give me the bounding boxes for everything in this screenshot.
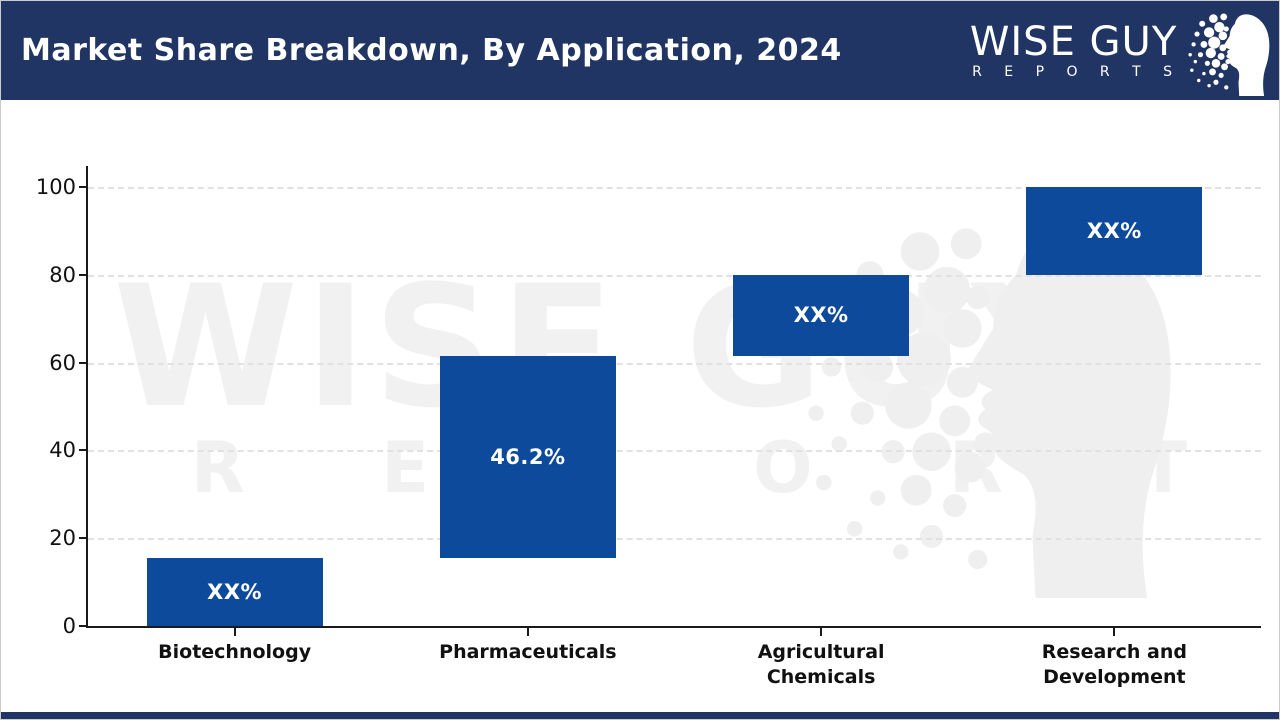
bar-agricultural-chemicals: XX% [733,274,910,356]
header-bar: Market Share Breakdown, By Application, … [1,1,1279,100]
x-tick-mark [1113,628,1116,636]
bar-pharmaceuticals: 46.2% [439,355,616,559]
x-tick-mark [233,628,236,636]
grid-line [88,274,1261,277]
x-category-label: Agricultural Chemicals [757,641,885,688]
x-category-label: Research and Development [1041,641,1188,688]
y-tick-label: 20 [49,526,76,551]
y-tick-mark [79,186,88,189]
chart-title: Market Share Breakdown, By Application, … [21,33,842,68]
wiseguy-logo: WISE GUY R E P O R T S [966,1,1271,100]
x-category-label: Pharmaceuticals [439,641,617,663]
x-tick-mark [526,628,529,636]
logo-subtitle: R E P O R T S [972,63,1181,80]
bar-value-label: 46.2% [490,445,566,469]
bar-value-label: XX% [207,580,263,605]
y-tick-label: 100 [35,175,76,200]
x-tick-mark [820,628,823,636]
grid-line [88,187,1261,190]
y-tick-label: 60 [49,350,76,375]
grid-line [88,538,1261,541]
footer-bar [1,712,1279,719]
y-tick-mark [79,537,88,540]
y-tick-mark [79,449,88,452]
wiseguy-face-icon [1188,12,1270,96]
plot-area: 0 20 40 60 80 100 XX% Biotechnology 46.2% Pharmac… [36,166,1261,688]
logo-wordmark: WISE GUY [969,18,1178,65]
grid-line [88,362,1261,365]
bar-biotechnology: XX% [146,558,323,626]
y-tick-label: 0 [62,614,76,638]
y-tick-mark [79,361,88,364]
y-tick-mark [79,625,88,627]
y-tick-label: 40 [49,438,76,463]
bar-value-label: XX% [1086,218,1142,243]
grid-line [88,450,1261,453]
x-category-label: Biotechnology [158,641,312,663]
y-tick-mark [79,273,88,276]
y-tick-label: 80 [49,262,76,287]
bar-value-label: XX% [793,303,849,328]
bar-research-and-development: XX% [1026,187,1203,275]
